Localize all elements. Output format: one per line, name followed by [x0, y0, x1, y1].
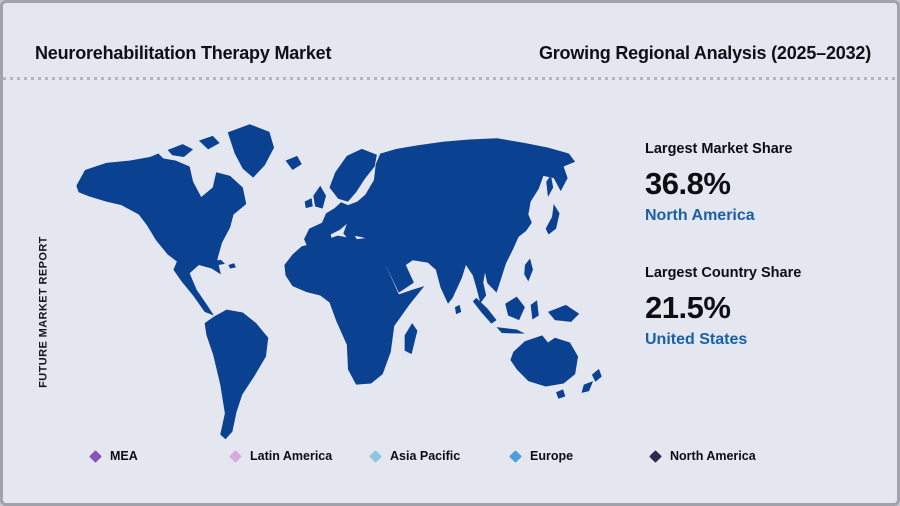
- legend-dot-icon: [649, 449, 662, 463]
- map-africa: [284, 235, 425, 385]
- map-north-america: [76, 156, 247, 316]
- stat-largest-country-share: Largest Country Share 21.5% United State…: [645, 265, 890, 349]
- legend-item-europe: Europe: [509, 449, 651, 463]
- legend-item-latin-america: Latin America: [229, 449, 371, 463]
- stat-region: North America: [645, 207, 755, 224]
- stat-label: Largest Country Share: [645, 265, 802, 281]
- map-greenland: [227, 124, 275, 178]
- stat-value: 21.5%: [645, 290, 731, 325]
- map-australia: [510, 335, 579, 387]
- map-south-america: [204, 309, 269, 440]
- vertical-watermark: FUTURE MARKET REPORT: [37, 236, 50, 388]
- stat-label: Largest Market Share: [645, 141, 793, 157]
- legend-label: Europe: [530, 449, 574, 463]
- legend-label: North America: [670, 449, 756, 463]
- legend-dot-icon: [369, 449, 382, 463]
- legend-label: Latin America: [250, 449, 333, 463]
- world-landmass: [76, 124, 602, 440]
- legend-dot-icon: [89, 449, 102, 463]
- legend-item-asia-pacific: Asia Pacific: [369, 449, 511, 463]
- stats-panel: Largest Market Share 36.8% North America…: [645, 141, 890, 389]
- stat-region: United States: [645, 331, 748, 348]
- world-map: [59, 89, 637, 441]
- world-map-svg: [76, 124, 602, 440]
- map-eurasia: [304, 138, 576, 304]
- header: Neurorehabilitation Therapy Market Growi…: [35, 43, 871, 64]
- legend-item-north-america: North America: [649, 449, 791, 463]
- legend-dot-icon: [229, 449, 242, 463]
- dotted-divider: [3, 77, 897, 80]
- legend-label: MEA: [110, 449, 138, 463]
- page-title-left: Neurorehabilitation Therapy Market: [35, 43, 332, 63]
- legend: MEA Latin America Asia Pacific Europe No…: [89, 449, 791, 463]
- stat-value: 36.8%: [645, 166, 731, 201]
- page-title-right: Growing Regional Analysis (2025–2032): [538, 43, 871, 63]
- legend-item-mea: MEA: [89, 449, 231, 463]
- stat-largest-market-share: Largest Market Share 36.8% North America: [645, 141, 890, 225]
- legend-label: Asia Pacific: [390, 449, 461, 463]
- legend-dot-icon: [509, 449, 522, 463]
